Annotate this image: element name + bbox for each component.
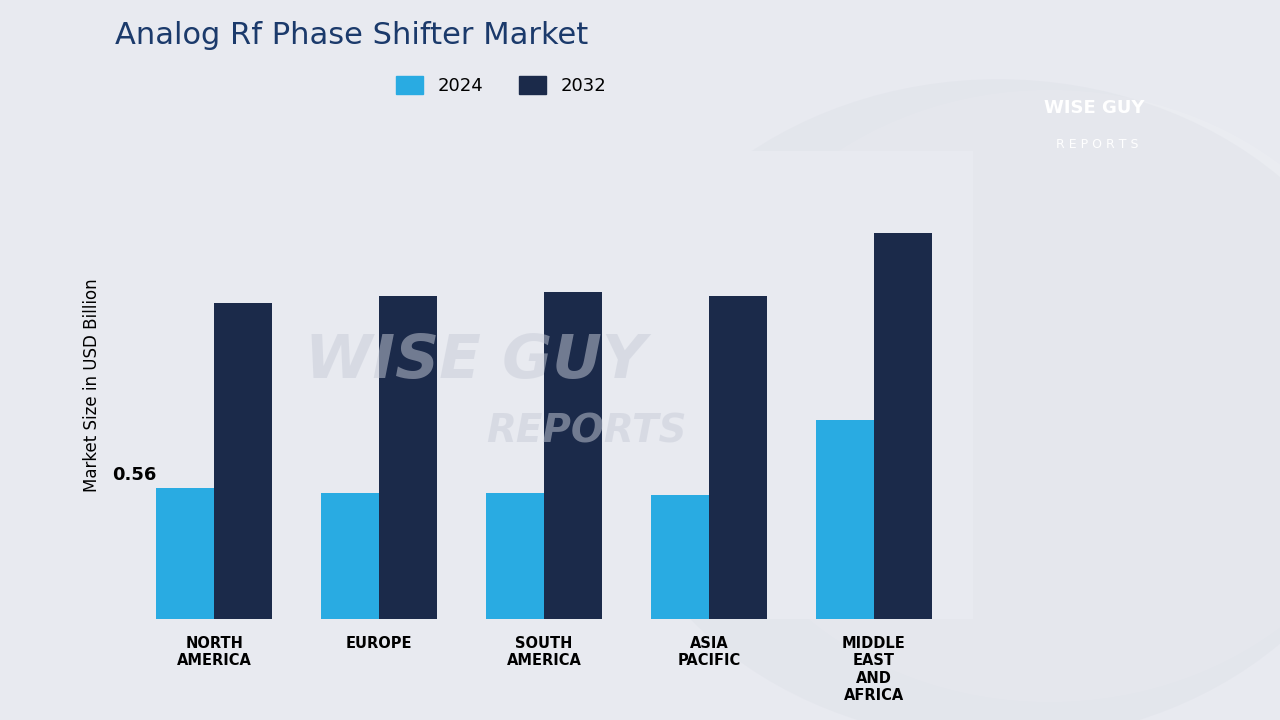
Bar bbox=[156, 488, 214, 619]
Text: WISE GUY: WISE GUY bbox=[305, 333, 646, 391]
Bar bbox=[321, 492, 379, 619]
Bar bbox=[544, 292, 602, 619]
Bar bbox=[709, 297, 767, 619]
Y-axis label: Market Size in USD Billion: Market Size in USD Billion bbox=[83, 279, 101, 492]
Bar bbox=[874, 233, 932, 619]
Bar bbox=[486, 492, 544, 619]
Text: REPORTS: REPORTS bbox=[486, 413, 687, 451]
Text: WISE GUY: WISE GUY bbox=[1044, 99, 1144, 117]
Bar bbox=[214, 303, 271, 619]
Bar bbox=[652, 495, 709, 619]
Text: Analog Rf Phase Shifter Market: Analog Rf Phase Shifter Market bbox=[115, 22, 589, 50]
Bar bbox=[817, 420, 874, 619]
Text: 0.56: 0.56 bbox=[113, 466, 156, 484]
Legend: 2024, 2032: 2024, 2032 bbox=[387, 67, 616, 104]
Text: R E P O R T S: R E P O R T S bbox=[1056, 138, 1138, 150]
Bar bbox=[379, 297, 436, 619]
